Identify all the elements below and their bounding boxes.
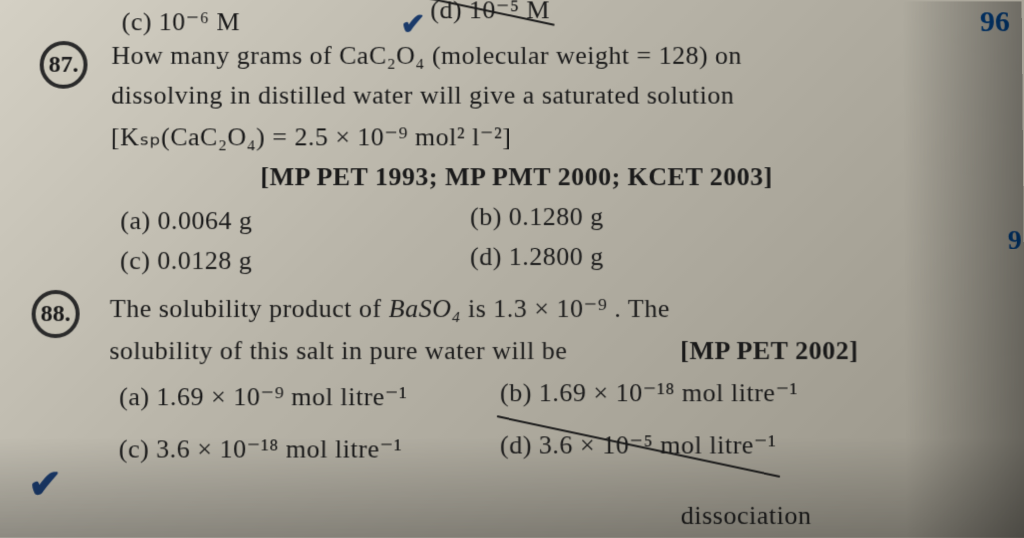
q87-option-c: (c) 0.0128 g [120, 246, 253, 276]
q88-line1: The solubility product of BaSO₄ is 1.3 ×… [110, 294, 670, 324]
q88-baso4: BaSO₄ [389, 294, 461, 323]
q87-line1: How many grams of CaC₂O₄ (molecular weig… [111, 41, 742, 71]
q88-number: 88. [41, 300, 71, 327]
page-number-side: 9 [1008, 225, 1022, 257]
q88-line1a: The solubility product of [110, 294, 389, 323]
q88-option-b: (b) 1.69 × 10⁻¹⁸ mol litre⁻¹ [500, 378, 798, 408]
q87-number: 87. [49, 51, 79, 78]
top-option-c: (c) 10⁻⁶ M [122, 7, 240, 37]
q88-option-c: (c) 3.6 × 10⁻¹⁸ mol litre⁻¹ [119, 434, 402, 464]
q87-source: [MP PET 1993; MP PMT 2000; KCET 2003] [260, 162, 773, 192]
check-mark-87d: ✔ [400, 7, 425, 42]
q88-option-d-text: (d) 3.6 × 10⁻⁵ mol litre⁻¹ [500, 430, 777, 459]
check-mark-bottom: ✔ [28, 461, 62, 508]
q88-option-a: (a) 1.69 × 10⁻⁹ mol litre⁻¹ [119, 382, 407, 412]
q87-number-circle: 87. [39, 41, 87, 89]
top-option-d-text: (d) 10⁻⁵ M [430, 0, 550, 24]
q88-number-circle: 88. [31, 290, 79, 338]
q87-option-a: (a) 0.0064 g [120, 206, 252, 236]
shadow-right [902, 1, 1024, 538]
q87-line2: dissolving in distilled water will give … [111, 81, 734, 111]
top-option-c-text: (c) 10⁻⁶ M [122, 7, 240, 36]
q87-option-d: (d) 1.2800 g [470, 242, 604, 272]
q88-option-d: (d) 3.6 × 10⁻⁵ mol litre⁻¹ [500, 430, 777, 460]
top-option-d: (d) 10⁻⁵ M [430, 0, 550, 25]
q88-line2: solubility of this salt in pure water wi… [109, 336, 567, 366]
page-scan: 96 9 (c) 10⁻⁶ M (d) 10⁻⁵ M ✔ 87. How man… [0, 1, 1024, 538]
page-number-top: 96 [980, 5, 1010, 39]
q87-ksp: [Kₛₚ(CaC₂O₄) = 2.5 × 10⁻⁹ mol² l⁻²] [111, 122, 512, 152]
q88-line1c: is 1.3 × 10⁻⁹ . The [468, 294, 670, 323]
q88-source: [MP PET 2002] [680, 336, 858, 366]
partial-bottom-text: dissociation [681, 501, 812, 531]
q87-option-b: (b) 0.1280 g [470, 202, 604, 232]
